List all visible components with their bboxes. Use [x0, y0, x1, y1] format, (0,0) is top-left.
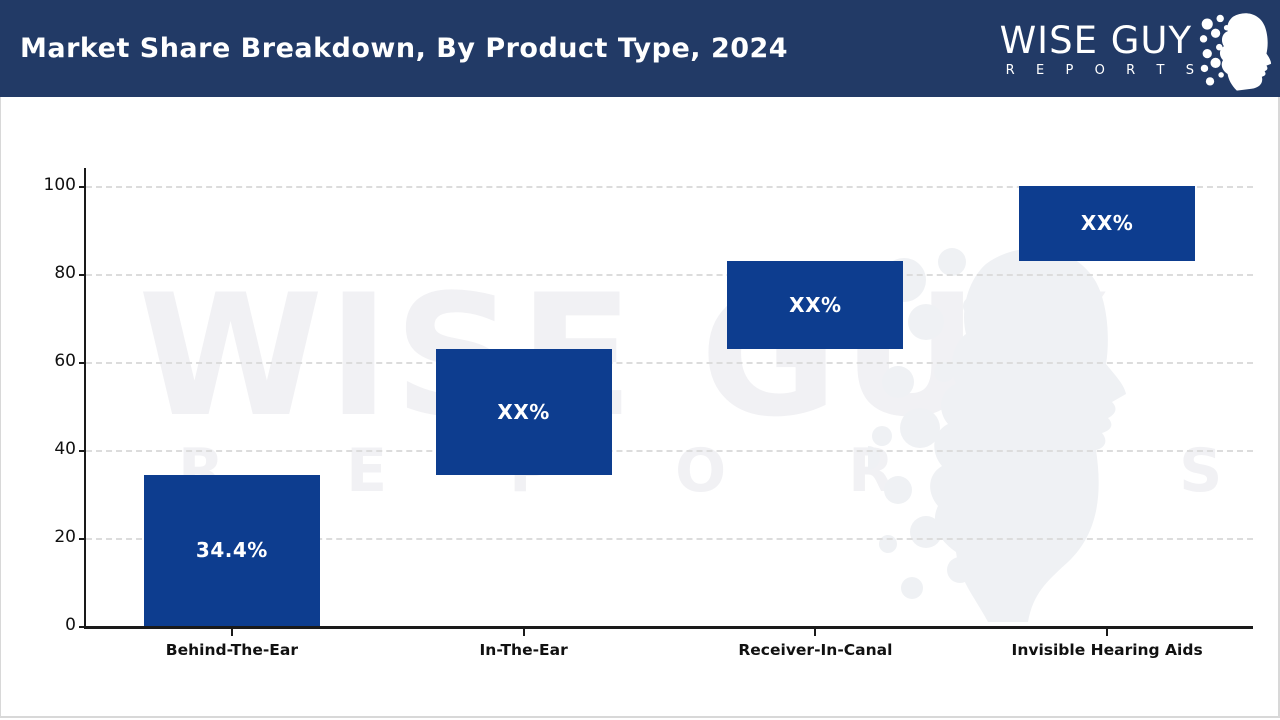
- x-tick-2: [814, 629, 817, 636]
- dotted-head-icon: [1199, 13, 1272, 91]
- x-category-label: In-The-Ear: [479, 641, 568, 659]
- chart-title: Market Share Breakdown, By Product Type,…: [20, 33, 789, 64]
- bar-value-label: XX%: [497, 399, 550, 424]
- y-tick-40: [79, 450, 86, 452]
- bar-value-label: XX%: [1080, 211, 1134, 236]
- gridline-y-20: [86, 538, 1253, 540]
- y-tick-label-40: 40: [54, 439, 76, 459]
- y-tick-80: [79, 274, 86, 276]
- bar-behind-the-ear: 34.4%: [143, 474, 320, 626]
- y-tick-0: [79, 626, 86, 628]
- brand-logo-text: WISE GUY R E P O R T S: [988, 18, 1204, 78]
- y-tick-label-0: 0: [65, 615, 76, 635]
- x-tick-0: [230, 629, 233, 636]
- gridline-y-40: [86, 450, 1253, 452]
- brand-logo: WISE GUY R E P O R T S: [988, 6, 1272, 92]
- y-axis: [84, 168, 86, 629]
- y-tick-label-20: 20: [54, 527, 76, 547]
- x-tick-3: [1106, 629, 1109, 636]
- bar-receiver-in-canal: XX%: [727, 260, 904, 349]
- gridline-y-60: [86, 362, 1253, 364]
- y-tick-label-60: 60: [54, 351, 76, 371]
- y-tick-60: [79, 362, 86, 364]
- y-tick-20: [79, 538, 86, 540]
- header-bar: Market Share Breakdown, By Product Type,…: [0, 0, 1280, 97]
- gridline-y-80: [86, 274, 1253, 276]
- y-tick-label-100: 100: [43, 175, 76, 195]
- x-category-label: Receiver-In-Canal: [738, 641, 893, 659]
- x-axis: [84, 626, 1253, 629]
- bar-invisible-hearing-aids: XX%: [1019, 186, 1196, 261]
- x-category-label: Behind-The-Ear: [165, 641, 298, 659]
- brand-name: WISE GUY: [999, 18, 1193, 62]
- gridline-y-100: [86, 186, 1253, 188]
- y-tick-label-80: 80: [54, 263, 76, 283]
- bar-in-the-ear: XX%: [435, 348, 612, 475]
- bar-value-label: 34.4%: [195, 538, 268, 563]
- brand-subtitle: R E P O R T S: [1005, 62, 1204, 78]
- x-tick-1: [522, 629, 525, 636]
- x-category-label: Invisible Hearing Aids: [1011, 641, 1203, 659]
- y-tick-100: [79, 186, 86, 188]
- bar-value-label: XX%: [789, 292, 842, 317]
